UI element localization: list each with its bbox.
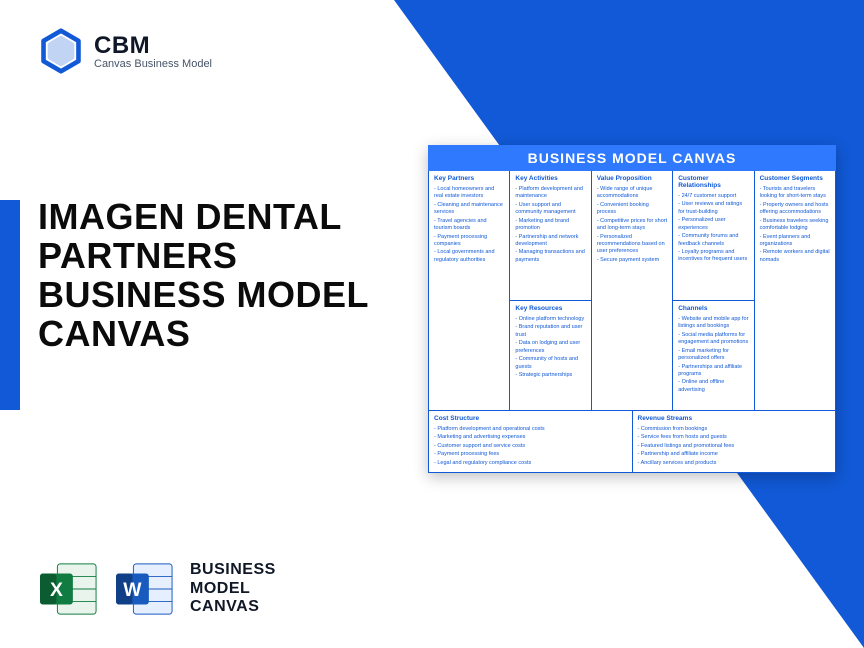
- label-cost-structure: Cost Structure: [434, 415, 627, 422]
- excel-icon: X: [38, 560, 100, 618]
- list-item: Data on lodging and user preferences: [515, 340, 585, 355]
- cell-customer-segments: Customer Segments Tourists and travelers…: [755, 171, 836, 411]
- canvas-grid: Key Partners Local homeowners and real e…: [428, 171, 836, 411]
- label-customer-relationships: Customer Relationships: [678, 175, 748, 189]
- brand-logo: CBM Canvas Business Model: [38, 28, 212, 74]
- list-item: Marketing and advertising expenses: [434, 434, 627, 441]
- cell-value-proposition: Value Proposition Wide range of unique a…: [592, 171, 673, 411]
- list-item: Property owners and hosts offering accom…: [760, 202, 830, 217]
- list-item: Legal and regulatory compliance costs: [434, 460, 627, 467]
- cell-revenue-streams: Revenue Streams Commission from bookings…: [633, 411, 837, 473]
- list-item: Partnership and network development: [515, 234, 585, 249]
- cbm-logo-icon: [38, 28, 84, 74]
- svg-text:X: X: [50, 580, 63, 601]
- list-item: Personalized user experiences: [678, 217, 748, 232]
- list-item: Remote workers and digital nomads: [760, 249, 830, 264]
- list-item: Competitive prices for short and long-te…: [597, 218, 667, 233]
- list-item: Personalized recommendations based on us…: [597, 234, 667, 256]
- list-item: Loyalty programs and incentives for freq…: [678, 249, 748, 264]
- svg-text:W: W: [123, 580, 142, 601]
- label-customer-segments: Customer Segments: [760, 175, 830, 182]
- label-key-partners: Key Partners: [434, 175, 504, 182]
- label-value-proposition: Value Proposition: [597, 175, 667, 182]
- list-item: Event planners and organizations: [760, 234, 830, 249]
- list-item: Social media platforms for engagement an…: [678, 332, 748, 347]
- list-item: Community forums and feedback channels: [678, 233, 748, 248]
- cell-channels: Channels Website and mobile app for list…: [673, 301, 754, 411]
- label-key-resources: Key Resources: [515, 305, 585, 312]
- list-item: Website and mobile app for listings and …: [678, 316, 748, 331]
- cell-key-resources: Key Resources Online platform technology…: [510, 301, 591, 411]
- list-item: Featured listings and promotional fees: [638, 443, 831, 450]
- cell-key-partners: Key Partners Local homeowners and real e…: [429, 171, 510, 411]
- accent-bar: [0, 200, 20, 410]
- list-item: Payment processing companies: [434, 234, 504, 249]
- list-item: Payment processing fees: [434, 451, 627, 458]
- footer-label: BUSINESS MODEL CANVAS: [190, 561, 276, 616]
- list-item: Ancillary services and products: [638, 460, 831, 467]
- list-item: Brand reputation and user trust: [515, 324, 585, 339]
- list-item: Wide range of unique accommodations: [597, 186, 667, 201]
- list-item: Business travelers seeking comfortable l…: [760, 218, 830, 233]
- title-text: IMAGEN DENTAL PARTNERS BUSINESS MODEL CA…: [38, 198, 418, 354]
- list-item: Customer support and service costs: [434, 443, 627, 450]
- list-item: Online and offline advertising: [678, 379, 748, 394]
- list-item: Platform development and maintenance: [515, 186, 585, 201]
- list-item: Partnerships and affiliate programs: [678, 364, 748, 379]
- list-item: Marketing and brand promotion: [515, 218, 585, 233]
- list-item: Partnership and affiliate income: [638, 451, 831, 458]
- list-item: Tourists and travelers looking for short…: [760, 186, 830, 201]
- footer-icons: X W BUSINESS MODEL CANVAS: [38, 560, 276, 618]
- list-item: Email marketing for personalized offers: [678, 348, 748, 363]
- list-item: Local homeowners and real estate investo…: [434, 186, 504, 201]
- list-item: Local governments and regulatory authori…: [434, 249, 504, 264]
- label-channels: Channels: [678, 305, 748, 312]
- page-title: IMAGEN DENTAL PARTNERS BUSINESS MODEL CA…: [38, 198, 418, 354]
- cell-customer-relationships: Customer Relationships 24/7 customer sup…: [673, 171, 754, 301]
- list-item: Cleaning and maintenance services: [434, 202, 504, 217]
- word-icon: W: [114, 560, 176, 618]
- list-item: Community of hosts and guests: [515, 356, 585, 371]
- brand-tagline: Canvas Business Model: [94, 58, 212, 70]
- list-item: Secure payment system: [597, 257, 667, 264]
- list-item: 24/7 customer support: [678, 193, 748, 200]
- cell-cost-structure: Cost Structure Platform development and …: [429, 411, 633, 473]
- brand-name: CBM: [94, 32, 212, 60]
- list-item: Platform development and operational cos…: [434, 426, 627, 433]
- list-item: Commission from bookings: [638, 426, 831, 433]
- canvas-title: BUSINESS MODEL CANVAS: [428, 145, 836, 171]
- list-item: User support and community management: [515, 202, 585, 217]
- label-revenue-streams: Revenue Streams: [638, 415, 831, 422]
- list-item: Service fees from hosts and guests: [638, 434, 831, 441]
- list-item: Strategic partnerships: [515, 372, 585, 379]
- list-item: User reviews and ratings for trust-build…: [678, 201, 748, 216]
- label-key-activities: Key Activities: [515, 175, 585, 182]
- list-item: Travel agencies and tourism boards: [434, 218, 504, 233]
- list-item: Online platform technology: [515, 316, 585, 323]
- list-item: Managing transactions and payments: [515, 249, 585, 264]
- canvas-bottom: Cost Structure Platform development and …: [428, 411, 836, 473]
- canvas-preview: BUSINESS MODEL CANVAS Key Partners Local…: [428, 145, 836, 473]
- list-item: Convenient booking process: [597, 202, 667, 217]
- cell-key-activities: Key Activities Platform development and …: [510, 171, 591, 301]
